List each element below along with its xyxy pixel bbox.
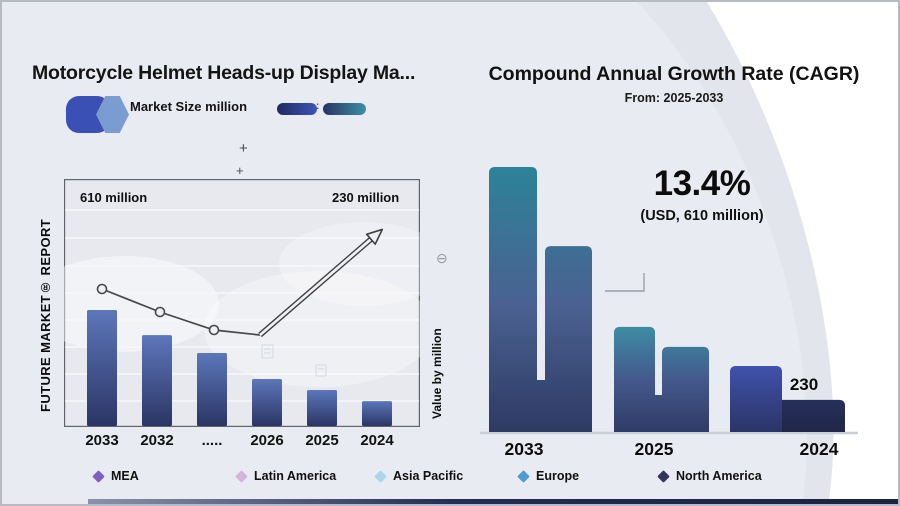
plus-icon: + [236,163,244,178]
market-size-chart: 2033 2032..... 2026 2025 2024 [64,179,420,449]
legend-item: Europe [517,469,580,483]
ratio-pill-right [323,103,366,115]
legend-label: Latin America [254,469,337,483]
line-marker [96,283,108,295]
bar [307,390,337,426]
legend-label: Europe [536,469,580,483]
plus-icon: + [239,140,248,157]
faint-doc-icons [261,344,327,377]
x-tick-label: 2025 [305,432,338,449]
gridlines [65,209,419,402]
x-tick-label: 2025 [635,439,674,459]
cagr-subtitle: From: 2025-2033 [624,91,724,105]
market-size-label: Market Size million [130,99,248,114]
right-chart-x-labels: 2033 2025 2024 [505,439,839,459]
x-tick-label: 2024 [360,432,394,449]
bar-secondary [782,399,845,432]
bar [197,352,227,426]
cagr-chart: 2033 2025 2024 [480,167,858,459]
bar-value-label-230: 230 [789,375,819,394]
legend-diamond-icon [92,469,105,483]
corner-bracket-decoration [605,273,645,292]
ratio-pill-left [277,103,317,115]
legend-label: MEA [111,469,139,483]
legend-item: Asia Pacific [374,469,464,483]
legend-diamond-icon [374,469,387,483]
x-tick-label: 2026 [250,432,283,449]
legend-item: MEA [92,469,139,483]
bar [142,335,172,426]
bar [87,310,117,426]
left-chart-bars [87,310,392,426]
vertical-watermark: FUTURE MARKET® REPORT [38,218,53,412]
legend-diamond-icon [235,469,248,483]
annotation-230-million: 230 million [332,190,400,205]
legend-label: Asia Pacific [393,469,464,483]
x-tick-label: ..... [202,432,223,449]
line-marker [154,306,166,318]
legend-label: North America [676,469,762,483]
right-chart-bars [489,167,845,432]
annotation-610-million: 610 million [80,190,148,205]
bar [252,379,282,426]
cagr-value: 13.4% [653,164,751,203]
legend-diamond-icon [657,469,670,483]
trend-arrow [96,228,384,338]
x-tick-label: 2033 [505,439,544,459]
bar-primary [730,365,782,432]
ratio-separator: : [316,101,320,112]
bar-secondary [662,346,709,432]
x-tick-label: 2033 [85,432,118,449]
x-tick-label: 2024 [800,439,839,459]
legend-diamond-icon [517,469,530,483]
bar [362,401,392,426]
value-axis-label: Value by million [430,328,444,419]
bar-primary [614,326,655,432]
page-title: Motorcycle Helmet Heads-up Display Ma... [32,62,416,84]
legend-item: Latin America [235,469,337,483]
bar-primary [489,167,537,432]
left-chart-x-labels: 2033 2032..... 2026 2025 2024 [85,432,394,449]
x-tick-label: 2032 [140,432,173,449]
legend-item: North America [657,469,762,483]
bar-secondary [545,246,592,432]
cagr-note: (USD, 610 million) [640,208,764,224]
bottom-accent-strip [88,499,898,504]
minus-circle-icon: ⊖ [436,250,448,266]
cagr-title: Compound Annual Growth Rate (CAGR) [488,63,860,85]
line-marker [208,324,220,336]
